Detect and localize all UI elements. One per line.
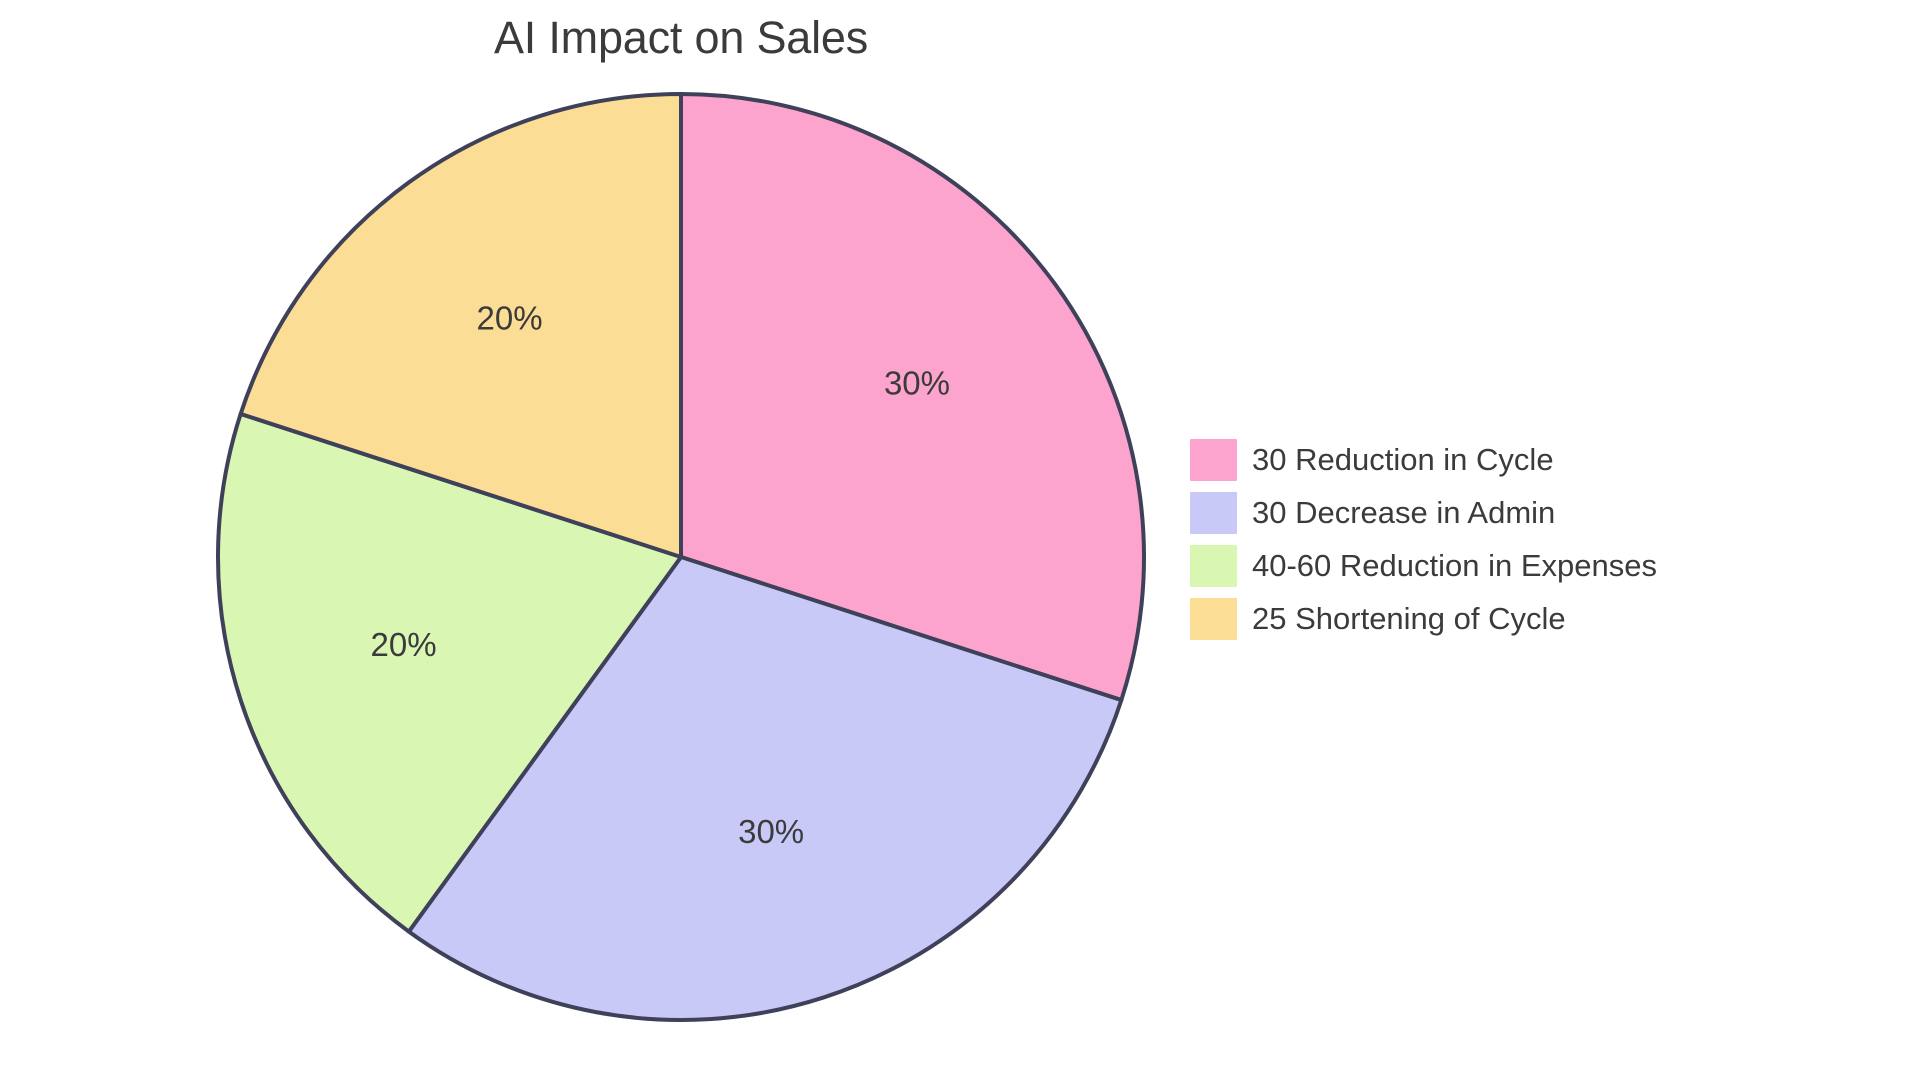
pie-slices-group	[216, 92, 1146, 1022]
pie-slice[interactable]	[679, 92, 1146, 703]
legend-item-label: 40-60 Reduction in Expenses	[1252, 547, 1657, 583]
legend-item[interactable]: 30 Reduction in Cycle	[1190, 433, 1810, 486]
pie-slice[interactable]	[238, 92, 683, 559]
legend-color-swatch	[1190, 544, 1237, 587]
pie-slice-label: 30%	[738, 813, 804, 850]
legend-item-label: 30 Decrease in Admin	[1252, 494, 1556, 530]
legend-color-swatch	[1190, 597, 1237, 640]
pie-slice[interactable]	[216, 411, 683, 934]
legend-item-label: 25 Shortening of Cycle	[1252, 600, 1566, 636]
pie-slice-label: 20%	[371, 626, 437, 663]
pie-svg: 30% 30% 20% 20%	[216, 92, 1146, 1022]
pie-slice-label: 20%	[477, 300, 543, 337]
page-title: AI Impact on Sales	[493, 12, 869, 63]
legend-color-swatch	[1190, 438, 1237, 481]
chart-legend: 30 Reduction in Cycle 30 Decrease in Admi…	[1190, 433, 1810, 645]
pie-slice-labels-group: 30% 30% 20% 20%	[371, 300, 950, 850]
legend-item[interactable]: 25 Shortening of Cycle	[1190, 592, 1810, 645]
pie-slice[interactable]	[406, 555, 1124, 1022]
legend-item[interactable]: 30 Decrease in Admin	[1190, 486, 1810, 539]
legend-color-swatch	[1190, 491, 1237, 534]
legend-item[interactable]: 40-60 Reduction in Expenses	[1190, 539, 1810, 592]
pie-plot-area: 30% 30% 20% 20%	[216, 92, 1146, 1022]
pie-slice-label: 30%	[884, 364, 950, 401]
legend-item-label: 30 Reduction in Cycle	[1252, 441, 1554, 477]
